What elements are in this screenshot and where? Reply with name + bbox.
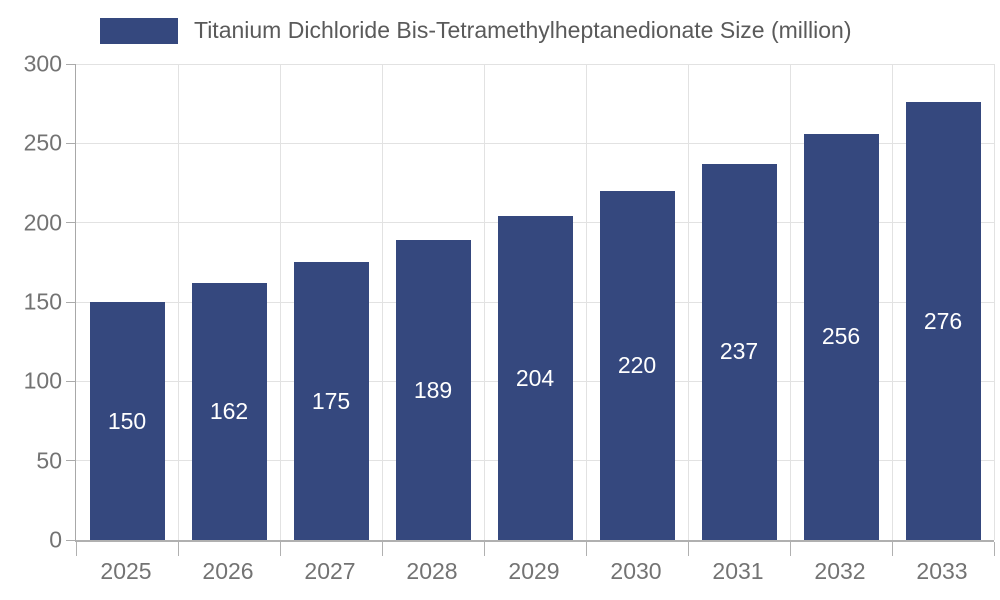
bar-value-label: 189 [413, 376, 453, 403]
legend-item[interactable]: Titanium Dichloride Bis-Tetramethylhepta… [100, 17, 852, 44]
gridline-vertical [891, 64, 893, 540]
x-axis-label: 2028 [406, 558, 458, 584]
gridline-vertical [177, 64, 179, 540]
bar-2029: 204 [497, 216, 573, 540]
y-axis-tick [66, 301, 75, 303]
y-axis-label: 100 [23, 367, 62, 394]
x-axis-label: 2030 [610, 558, 662, 584]
x-axis-label: 2031 [712, 558, 764, 584]
y-axis-tick [66, 63, 75, 65]
x-axis-tick [789, 542, 791, 556]
bar-2031: 237 [701, 163, 777, 540]
y-axis-tick [66, 380, 75, 382]
x-axis-tick [279, 542, 281, 556]
chart-plot-area: 150 162 175 189 204 220 237 256 276 [66, 63, 995, 556]
gridline-vertical [585, 64, 587, 540]
bar-value-label: 204 [515, 364, 555, 391]
y-axis-label: 200 [23, 209, 62, 236]
x-axis-label: 2027 [304, 558, 356, 584]
gridline-vertical [483, 64, 485, 540]
bar-2033: 276 [905, 102, 981, 540]
x-axis-tick [381, 542, 383, 556]
legend-label: Titanium Dichloride Bis-Tetramethylhepta… [194, 17, 852, 43]
x-axis-tick [891, 542, 893, 556]
x-axis-tick [585, 542, 587, 556]
gridline-horizontal [76, 142, 994, 144]
bar-value-label: 150 [107, 407, 147, 434]
gridline-vertical [789, 64, 791, 540]
y-axis-label: 300 [23, 50, 62, 77]
gridline-horizontal [76, 63, 994, 65]
bar-2032: 256 [803, 133, 879, 540]
gridline-vertical [993, 64, 995, 540]
bar-value-label: 220 [617, 351, 657, 378]
x-axis-tick [687, 542, 689, 556]
bar-2030: 220 [599, 190, 675, 540]
y-axis-tick [66, 222, 75, 224]
y-axis-tick [66, 142, 75, 144]
y-axis-label: 150 [23, 288, 62, 315]
y-axis-label: 0 [49, 526, 62, 553]
x-axis-tick [177, 542, 179, 556]
y-axis-label: 50 [36, 447, 62, 474]
bar-2027: 175 [293, 262, 369, 540]
bar-value-label: 162 [209, 397, 249, 424]
bar-value-label: 276 [923, 307, 963, 334]
gridline-vertical [279, 64, 281, 540]
x-axis-label: 2032 [814, 558, 866, 584]
x-axis-label: 2026 [202, 558, 254, 584]
x-axis-label: 2033 [916, 558, 968, 584]
bar-value-label: 237 [719, 338, 759, 365]
y-axis-label: 250 [23, 129, 62, 156]
bar-2028: 189 [395, 240, 471, 540]
x-axis-tick [75, 542, 77, 556]
x-axis-label: 2029 [508, 558, 560, 584]
x-axis-tick [483, 542, 485, 556]
y-axis-tick [66, 460, 75, 462]
gridline-vertical [687, 64, 689, 540]
legend-swatch [100, 17, 178, 44]
x-axis-tick [993, 542, 995, 556]
y-axis-tick [66, 539, 75, 541]
bar-value-label: 256 [821, 323, 861, 350]
bar-2025: 150 [89, 302, 165, 540]
bar-value-label: 175 [311, 387, 351, 414]
x-axis-label: 2025 [100, 558, 152, 584]
gridline-vertical [381, 64, 383, 540]
bar-2026: 162 [191, 282, 267, 540]
